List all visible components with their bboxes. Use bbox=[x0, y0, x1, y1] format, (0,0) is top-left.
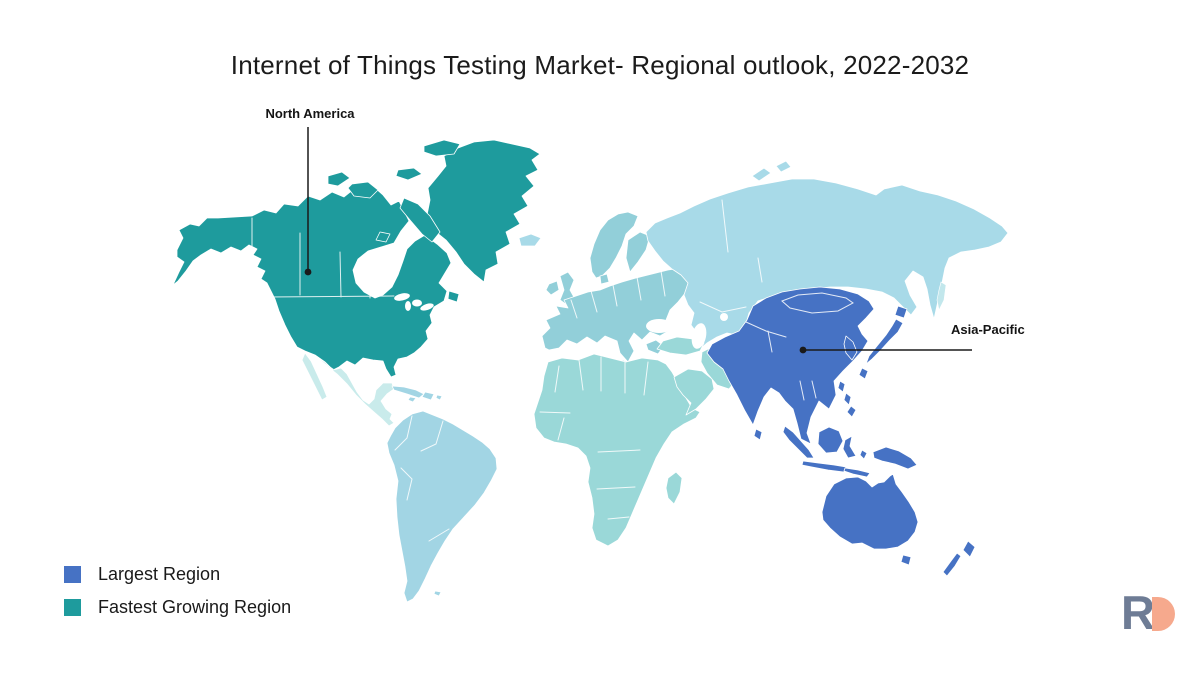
region-central-america bbox=[301, 352, 395, 427]
region-europe bbox=[541, 211, 691, 368]
island-banks bbox=[327, 171, 351, 187]
island-madagascar bbox=[665, 471, 683, 505]
landmass-arabia bbox=[673, 368, 715, 416]
island-baffin bbox=[399, 197, 441, 243]
label-asia-pacific: Asia-Pacific bbox=[951, 322, 1025, 337]
island-sri-lanka bbox=[753, 428, 763, 441]
island-philippines-visayas bbox=[843, 392, 852, 406]
legend: Largest Region Fastest Growing Region bbox=[64, 564, 291, 630]
island-iceland bbox=[518, 233, 542, 247]
region-asia-pacific bbox=[706, 286, 976, 577]
island-novaya-zemlya-north bbox=[775, 160, 792, 173]
landmass-korea bbox=[843, 335, 858, 361]
legend-label-fastest-growing-region: Fastest Growing Region bbox=[98, 597, 292, 617]
border-mongolia bbox=[781, 292, 854, 314]
legend-item-fastest-growing-region: Fastest Growing Region bbox=[64, 597, 291, 618]
borders-south-america bbox=[394, 415, 450, 542]
island-southampton bbox=[375, 231, 391, 243]
logo-d-shape bbox=[1151, 597, 1175, 631]
black-sea bbox=[646, 319, 672, 333]
island-victoria bbox=[347, 181, 379, 199]
island-ireland bbox=[545, 280, 560, 296]
borders-north-america bbox=[251, 217, 395, 370]
borders-africa bbox=[539, 356, 649, 520]
aral-sea bbox=[720, 313, 728, 321]
island-moluccas bbox=[859, 449, 868, 460]
island-devon bbox=[395, 167, 423, 181]
island-cuba bbox=[391, 385, 425, 399]
landmass-australia bbox=[821, 473, 919, 550]
landmass-africa bbox=[533, 353, 701, 547]
legend-swatch-largest-region bbox=[64, 566, 81, 583]
region-africa-middle-east bbox=[533, 336, 742, 547]
landmass-south-america bbox=[386, 410, 498, 603]
island-timor-chain bbox=[843, 467, 871, 478]
island-taiwan bbox=[858, 367, 869, 380]
island-java bbox=[801, 460, 847, 473]
island-philippines-mindanao bbox=[846, 405, 857, 418]
inland-water bbox=[394, 293, 728, 349]
island-novaya-zemlya-south bbox=[751, 167, 772, 182]
landmass-denmark bbox=[599, 273, 610, 285]
legend-swatch-fastest-growing-region bbox=[64, 599, 81, 616]
island-hispaniola bbox=[421, 391, 435, 401]
borders-asia bbox=[699, 199, 817, 401]
island-honshu-japan bbox=[865, 318, 904, 365]
landmass-finland bbox=[625, 231, 651, 273]
region-south-america bbox=[386, 385, 498, 603]
leader-dot-asia-pacific bbox=[799, 346, 807, 354]
lake-erie-ontario bbox=[420, 303, 434, 311]
lake-michigan bbox=[405, 301, 411, 311]
island-sulawesi bbox=[842, 435, 857, 459]
island-tasmania bbox=[900, 554, 912, 566]
brand-logo: R bbox=[1121, 586, 1175, 639]
island-jamaica bbox=[407, 396, 417, 403]
lake-superior bbox=[394, 293, 410, 301]
island-falklands bbox=[433, 590, 442, 597]
landmass-mexico-central-america bbox=[315, 355, 395, 427]
landmass-baja-california bbox=[301, 352, 328, 401]
leader-lines bbox=[304, 127, 972, 354]
label-north-america: North America bbox=[265, 106, 355, 121]
page-title: Internet of Things Testing Market- Regio… bbox=[230, 50, 970, 80]
legend-item-largest-region: Largest Region bbox=[64, 564, 291, 585]
logo-letter-r: R bbox=[1121, 586, 1155, 639]
island-newfoundland bbox=[447, 290, 460, 303]
island-philippines-luzon bbox=[837, 380, 846, 393]
lake-huron bbox=[412, 299, 422, 307]
island-sumatra bbox=[782, 425, 815, 459]
leader-dot-north-america bbox=[304, 268, 312, 276]
landmass-asia-pacific-mainland bbox=[706, 286, 875, 445]
landmass-scandinavia bbox=[589, 211, 639, 279]
landmass-europe-mainland bbox=[541, 267, 691, 363]
island-ellesmere bbox=[423, 139, 461, 157]
island-new-zealand-north bbox=[962, 540, 976, 558]
caspian-sea bbox=[691, 323, 707, 349]
island-hokkaido bbox=[894, 305, 908, 319]
island-borneo bbox=[817, 426, 844, 454]
legend-label-largest-region: Largest Region bbox=[98, 564, 221, 584]
island-puerto-rico bbox=[435, 394, 443, 401]
region-north-america bbox=[172, 139, 541, 378]
island-new-zealand-south bbox=[942, 552, 962, 577]
country-borders bbox=[251, 199, 854, 542]
island-new-guinea bbox=[872, 446, 918, 470]
island-sakhalin bbox=[936, 281, 947, 311]
borders-europe bbox=[570, 270, 666, 319]
